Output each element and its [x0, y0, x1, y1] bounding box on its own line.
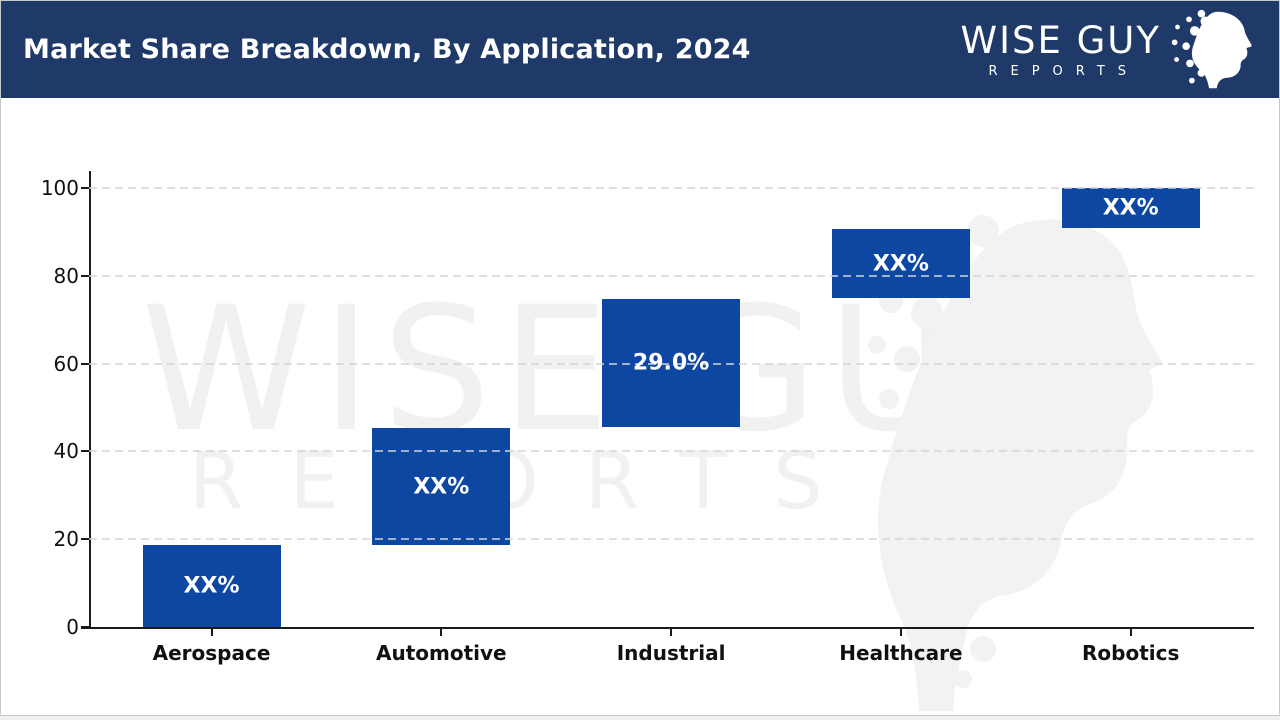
y-tick-label: 80 — [53, 263, 79, 288]
x-tick-label-healthcare: Healthcare — [839, 641, 963, 665]
x-tick-mark — [210, 629, 213, 636]
gridline — [89, 450, 1254, 453]
y-tick-mark — [81, 538, 90, 541]
y-tick-mark — [81, 187, 90, 189]
bar-automotive — [372, 428, 511, 546]
brand-logo-text: WISE GUY REPORTS — [961, 22, 1161, 78]
bar-value-label: XX% — [1102, 195, 1159, 221]
y-tick-label: 40 — [53, 439, 79, 464]
bar-robotics — [1061, 188, 1200, 228]
y-tick-label: 60 — [53, 351, 79, 376]
x-tick-label-aerospace: Aerospace — [152, 641, 271, 665]
brand-subname: REPORTS — [988, 63, 1140, 79]
y-tick-label: 0 — [66, 615, 79, 639]
y-tick-label: 100 — [40, 176, 79, 200]
bar-value-label: XX% — [183, 573, 240, 599]
x-tick-label-automotive: Automotive — [375, 641, 507, 665]
y-tick-label: 20 — [53, 527, 79, 552]
y-tick-mark — [81, 362, 90, 365]
x-axis-line — [81, 627, 1254, 629]
y-tick-mark — [81, 450, 90, 453]
x-tick-label-industrial: Industrial — [616, 641, 726, 665]
header-bar: Market Share Breakdown, By Application, … — [1, 1, 1279, 98]
bar-value-label: 29.0% — [632, 350, 710, 376]
brand-logo: WISE GUY REPORTS — [961, 6, 1259, 94]
y-tick-mark — [81, 626, 90, 628]
brand-head-icon — [1171, 9, 1252, 88]
x-tick-mark — [899, 629, 902, 636]
page-title: Market Share Breakdown, By Application, … — [23, 34, 751, 65]
x-tick-mark — [670, 629, 673, 636]
bar-aerospace — [142, 545, 281, 627]
x-tick-label-robotics: Robotics — [1082, 641, 1180, 665]
brand-name: WISE GUY — [960, 18, 1161, 62]
x-tick-mark — [440, 629, 443, 636]
bar-value-label: XX% — [872, 251, 929, 276]
y-tick-mark — [81, 274, 90, 277]
x-tick-mark — [1129, 629, 1132, 636]
gridline — [89, 274, 1254, 277]
gridline — [89, 538, 1254, 541]
bar-value-label: XX% — [413, 474, 470, 500]
bar-healthcare — [831, 228, 970, 299]
y-axis-line — [89, 171, 91, 629]
gridline — [89, 187, 1254, 189]
gridline — [89, 362, 1254, 365]
